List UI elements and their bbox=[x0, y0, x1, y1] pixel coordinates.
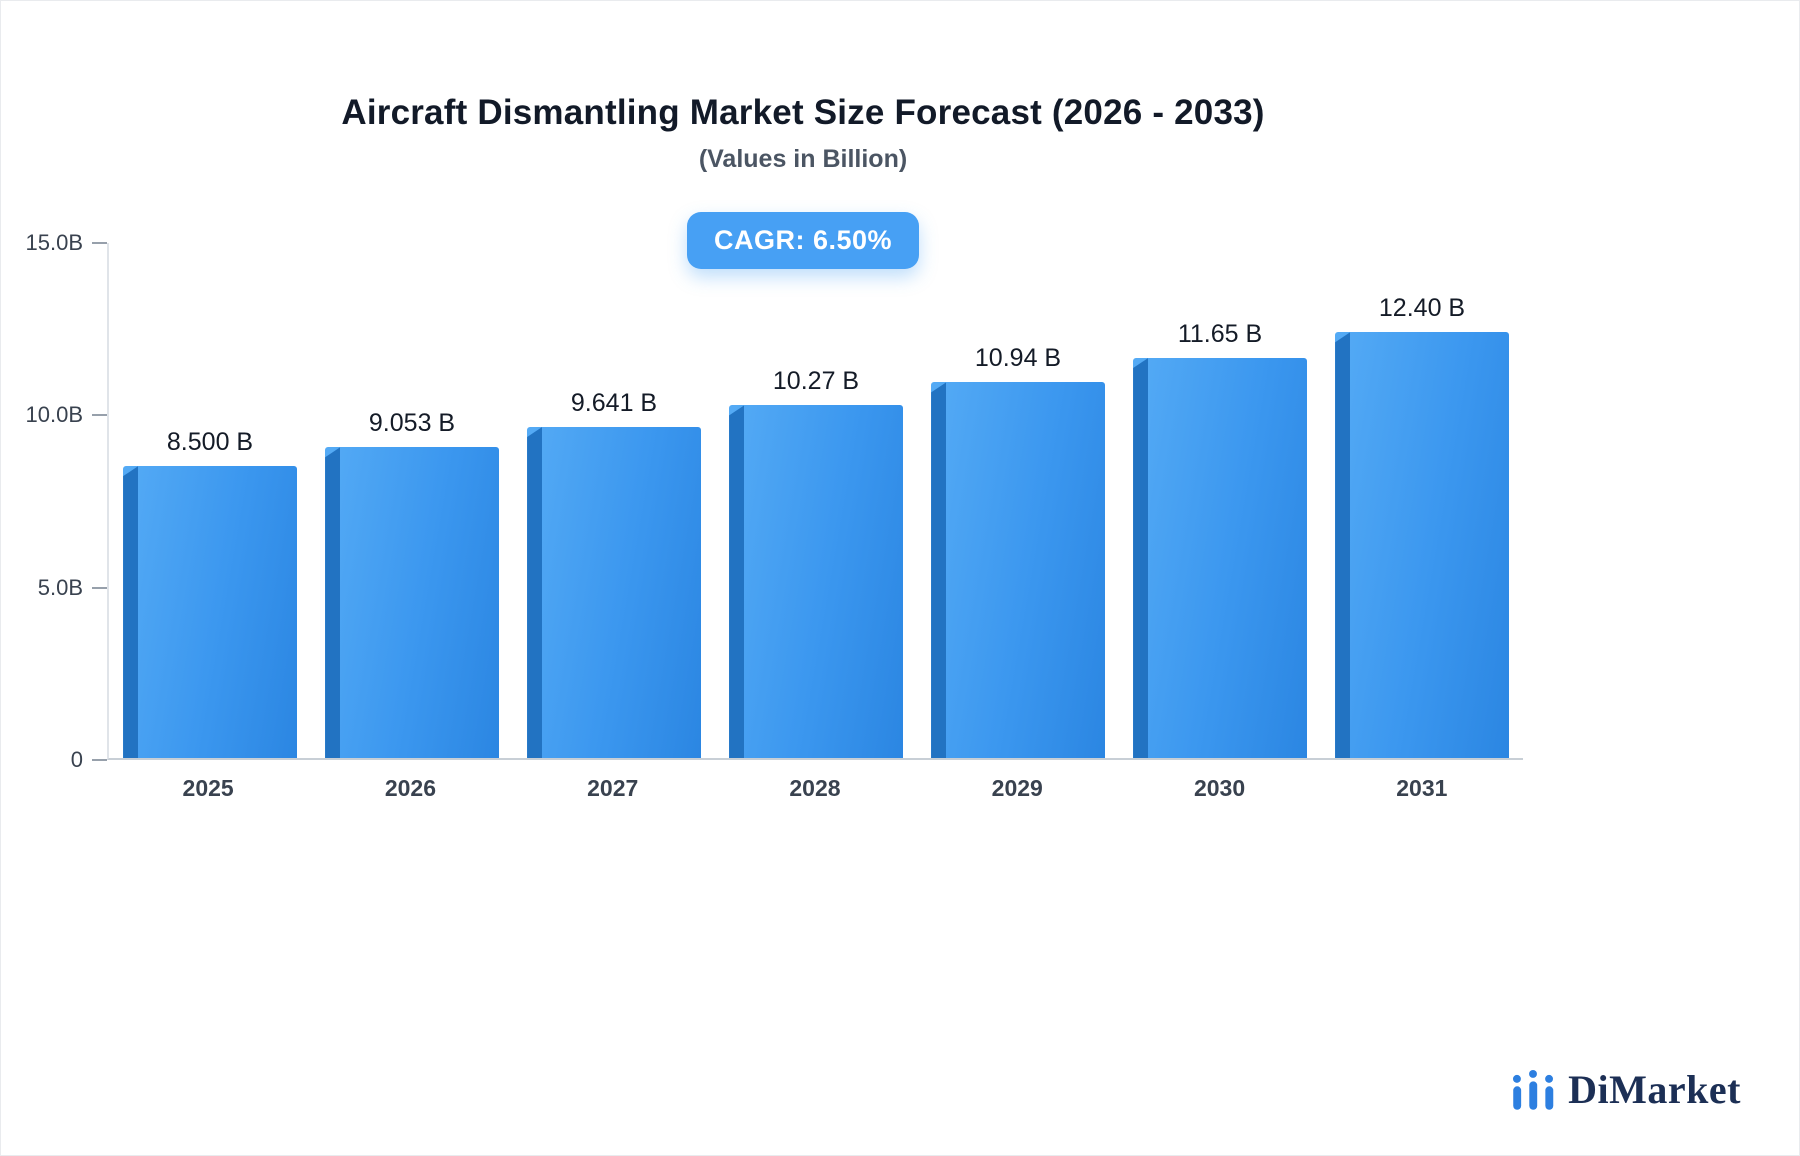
bar-2026[interactable] bbox=[325, 447, 499, 758]
x-axis-label-2031: 2031 bbox=[1396, 775, 1448, 801]
y-axis-tick-label: 10.0B bbox=[25, 402, 84, 428]
bar-side-shade bbox=[325, 447, 341, 758]
x-axis: 2025 2026 2027 2028 2029 2030 2031 bbox=[107, 760, 1523, 802]
bar-side-shade bbox=[123, 466, 139, 758]
bar-side-shade bbox=[1335, 332, 1351, 758]
y-axis-tick-label: 15.0B bbox=[25, 230, 84, 255]
bar-slot: 9.641 B bbox=[513, 243, 715, 758]
bar-slot: 10.94 B bbox=[917, 243, 1119, 758]
bar-value-label: 11.65 B bbox=[1177, 320, 1263, 349]
cagr-badge: CAGR: 6.50% bbox=[686, 212, 920, 269]
chart-subtitle: (Values in Billion) bbox=[698, 145, 908, 173]
bar-slot: 10.27 B bbox=[715, 243, 917, 758]
y-axis-tick-label: 0 bbox=[70, 747, 83, 772]
bar-side-shade bbox=[1133, 358, 1149, 758]
brand-name: DiMarket bbox=[1568, 1067, 1741, 1112]
y-axis-tick: 5.0B bbox=[38, 575, 107, 601]
bar-2029[interactable] bbox=[931, 382, 1105, 758]
chart-header: Aircraft Dismantling Market Size Forecas… bbox=[23, 1, 1583, 269]
bar-slot: 11.65 B bbox=[1119, 243, 1321, 758]
bar-value-label: 8.500 B bbox=[166, 428, 254, 457]
bar-chart: 15.0B 10.0B 5.0B 0 8.500 B 9.053 B 9.641 B 10.… bbox=[23, 230, 1523, 802]
x-axis-label-2030: 2030 bbox=[1193, 775, 1246, 801]
bar-2027[interactable] bbox=[527, 427, 701, 758]
x-axis-label-2027: 2027 bbox=[587, 775, 639, 801]
x-axis-label-2025: 2025 bbox=[182, 775, 234, 801]
bar-side-shade bbox=[931, 382, 947, 758]
bar-2025[interactable] bbox=[123, 466, 297, 758]
bar-slot: 8.500 B bbox=[109, 243, 311, 758]
x-axis-label-2028: 2028 bbox=[789, 775, 841, 801]
chart-title: Aircraft Dismantling Market Size Forecas… bbox=[341, 93, 1265, 132]
y-axis-tick-mark bbox=[92, 586, 107, 589]
bar-value-label: 9.053 B bbox=[368, 409, 456, 438]
y-axis-tick: 10.0B bbox=[25, 402, 107, 428]
bar-value-label: 9.641 B bbox=[570, 389, 658, 417]
plot-wrap: 8.500 B 9.053 B 9.641 B 10.27 B 10.94 B 11.65… bbox=[107, 243, 1523, 802]
y-axis-tick: 15.0B bbox=[25, 230, 107, 256]
bar-value-label: 10.27 B bbox=[772, 367, 860, 396]
x-axis-label-2026: 2026 bbox=[384, 775, 436, 801]
y-axis-tick-label: 5.0B bbox=[37, 574, 83, 600]
bar-slot: 9.053 B bbox=[311, 243, 513, 758]
y-axis-tick-mark bbox=[92, 759, 107, 761]
bar-value-label: 10.94 B bbox=[974, 344, 1062, 373]
bar-2031[interactable] bbox=[1335, 332, 1509, 758]
plot-area: 8.500 B 9.053 B 9.641 B 10.27 B 10.94 B 11.65… bbox=[107, 243, 1523, 760]
bar-2028[interactable] bbox=[729, 405, 903, 758]
brand-logo: DiMarket bbox=[1510, 1066, 1741, 1113]
y-axis-tick-mark bbox=[92, 414, 107, 417]
y-axis-tick: 0 bbox=[71, 747, 107, 773]
bar-side-shade bbox=[729, 405, 745, 758]
dimarket-logo-icon bbox=[1513, 1069, 1554, 1110]
bar-2030[interactable] bbox=[1133, 358, 1307, 758]
bar-side-shade bbox=[527, 427, 543, 758]
bar-slot: 12.40 B bbox=[1321, 243, 1523, 758]
y-axis-tick-mark bbox=[92, 242, 107, 244]
y-axis: 15.0B 10.0B 5.0B 0 bbox=[23, 230, 107, 772]
bar-value-label: 12.40 B bbox=[1378, 294, 1466, 323]
x-axis-label-2029: 2029 bbox=[991, 775, 1043, 801]
